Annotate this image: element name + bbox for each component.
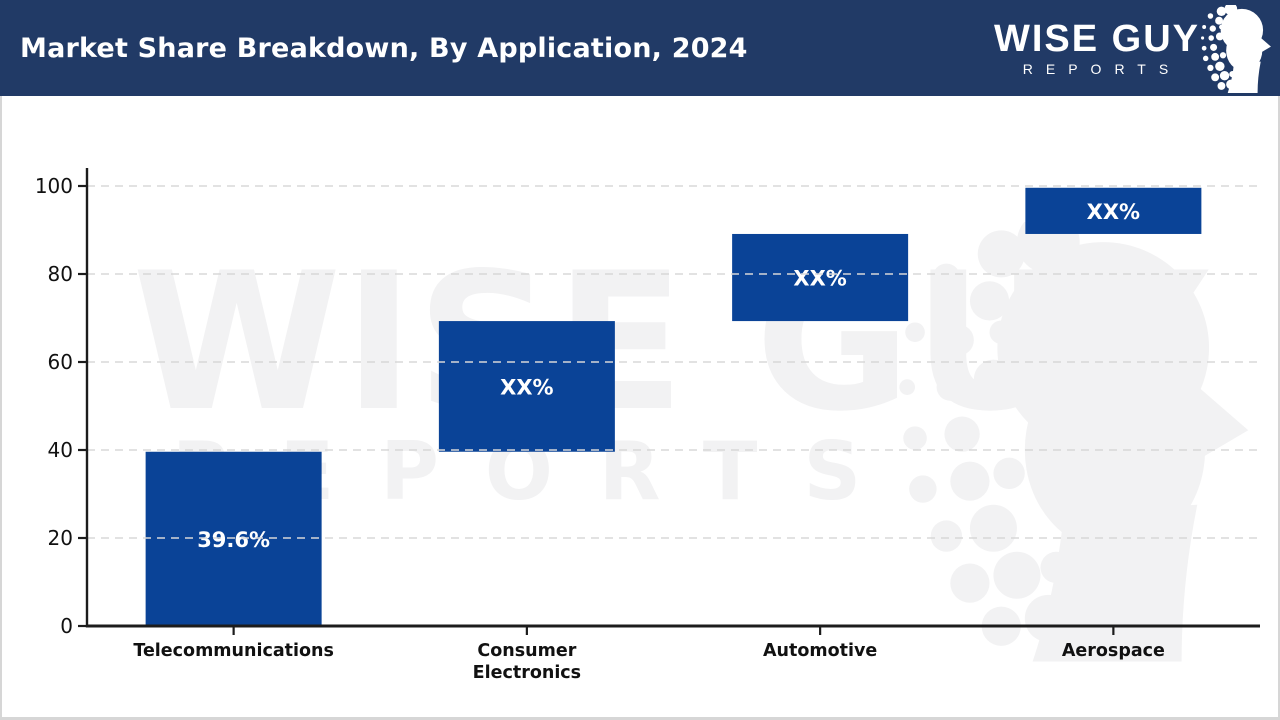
brand-text: WISE GUY REPORTS — [994, 20, 1200, 76]
wiseguy-head-icon — [1201, 5, 1271, 93]
header: Market Share Breakdown, By Application, … — [0, 0, 1280, 96]
bar-automotive — [732, 233, 909, 322]
bar-value-label: XX% — [793, 267, 846, 291]
page-title: Market Share Breakdown, By Application, … — [20, 32, 748, 64]
bar-value-label: XX% — [500, 375, 553, 399]
brand-name: WISE GUY — [993, 18, 1200, 60]
y-tick-label: 80 — [48, 262, 73, 286]
y-tick-label: 40 — [48, 438, 73, 462]
y-tick-label: 20 — [48, 526, 73, 550]
bar-value-label: 39.6% — [197, 528, 270, 552]
chart-canvas: 39.6% XX% XX% XX% 0 20 40 60 80 100 Telecommunicat… — [35, 168, 1260, 683]
bar-value-label: XX% — [1087, 200, 1140, 224]
y-tick-label: 100 — [35, 174, 73, 198]
brand-logo: WISE GUY REPORTS — [994, 3, 1274, 93]
x-tick-label: Electronics — [473, 663, 581, 683]
y-tick-label: 60 — [48, 350, 73, 374]
x-tick-label: Automotive — [763, 641, 877, 661]
y-tick-label: 0 — [60, 614, 73, 638]
bar-telecommunications — [145, 451, 322, 626]
chart-area: WISE GUY REPORTS 39.6% XX% XX% XX% 0 20 40 60 80… — [0, 96, 1280, 720]
brand-subtitle: REPORTS — [1022, 61, 1182, 77]
x-tick-label: Consumer — [477, 641, 576, 661]
x-tick-label: Aerospace — [1062, 641, 1165, 661]
bar-consumer-electronics — [438, 321, 615, 452]
x-tick-label: Telecommunications — [133, 641, 334, 661]
